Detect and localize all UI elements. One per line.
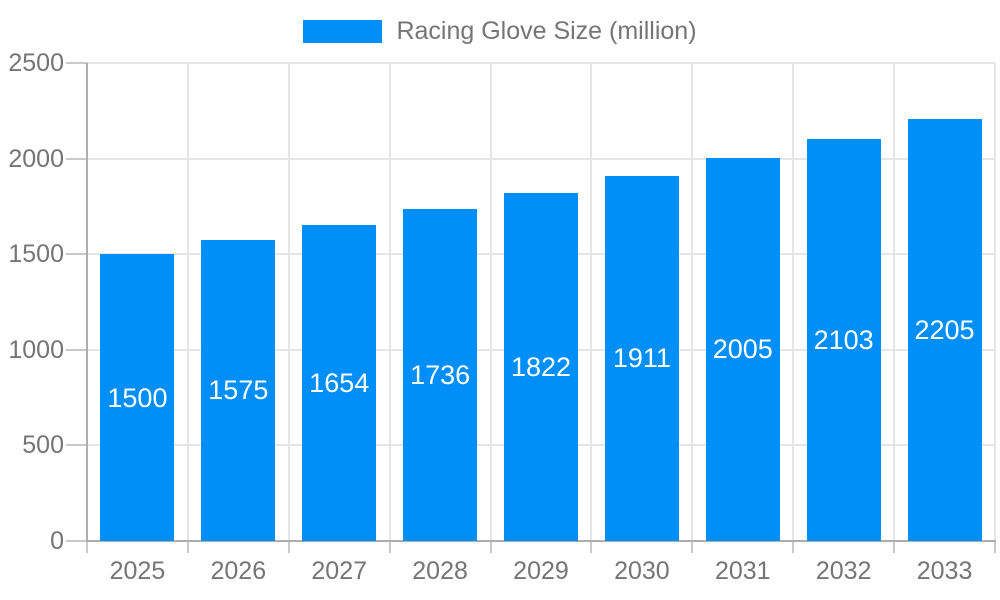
x-axis-tick-label: 2032: [815, 557, 872, 585]
x-axis-tick-label: 2031: [714, 557, 771, 585]
v-gridline: [489, 63, 492, 541]
bar-value-label: 2005: [712, 334, 773, 365]
v-gridline: [287, 63, 290, 541]
x-axis-tick-label: 2030: [614, 557, 670, 585]
bar[interactable]: [604, 175, 679, 541]
x-axis-line: [86, 540, 996, 542]
bar-value-label: 1500: [107, 382, 168, 413]
y-axis-tick: [66, 253, 87, 256]
bar[interactable]: [907, 119, 982, 541]
x-axis-tick-label: 2027: [311, 557, 368, 585]
v-gridline: [590, 63, 593, 541]
y-axis-tick: [66, 540, 87, 542]
bar[interactable]: [201, 239, 276, 541]
bar-value-label: 1736: [410, 360, 471, 391]
bar-value-label: 2205: [914, 315, 975, 346]
x-axis-tick-label: 2033: [916, 557, 973, 585]
v-gridline: [388, 63, 391, 541]
y-axis-tick-label: 1000: [8, 335, 64, 364]
v-gridline: [792, 63, 795, 541]
bar-value-label: 2103: [813, 324, 874, 355]
chart-legend[interactable]: Racing Glove Size (million): [0, 17, 1000, 45]
x-axis-tick-label: 2029: [513, 557, 569, 585]
bar[interactable]: [806, 138, 881, 541]
bar[interactable]: [302, 224, 377, 541]
x-axis-tick: [489, 541, 492, 553]
x-axis-tick: [388, 541, 391, 553]
y-axis-tick-label: 2000: [8, 144, 64, 173]
bar-value-label: 1654: [309, 367, 370, 398]
h-gridline: [87, 157, 995, 160]
x-axis-tick-label: 2025: [109, 557, 166, 585]
v-gridline: [691, 63, 694, 541]
x-axis-tick: [893, 541, 896, 553]
x-axis-tick-label: 2026: [210, 557, 267, 585]
x-axis-tick-label: 2028: [412, 557, 468, 585]
y-axis-tick-label: 1500: [8, 240, 64, 269]
bar-value-label: 1822: [510, 351, 572, 382]
x-axis-tick: [792, 541, 795, 553]
y-axis-tick: [66, 444, 87, 447]
y-axis-tick: [66, 62, 87, 64]
legend-swatch-icon: [303, 19, 383, 43]
y-axis-tick: [66, 157, 87, 160]
bar[interactable]: [705, 157, 780, 541]
x-axis-tick: [590, 541, 593, 553]
bar-value-label: 1575: [208, 375, 269, 406]
h-gridline: [87, 62, 995, 64]
bar[interactable]: [504, 192, 578, 541]
y-axis-line: [86, 63, 88, 541]
y-axis-tick-label: 0: [50, 527, 64, 555]
bar[interactable]: [100, 254, 175, 541]
x-axis-tick: [287, 541, 290, 553]
bar-value-label: 1911: [612, 343, 671, 374]
v-gridline: [893, 63, 896, 541]
v-gridline: [994, 63, 996, 541]
x-axis-tick: [186, 541, 189, 553]
y-axis-tick: [66, 348, 87, 351]
bar[interactable]: [403, 209, 478, 541]
y-axis-tick-label: 500: [22, 431, 64, 460]
x-axis-tick: [994, 541, 996, 553]
legend-label: Racing Glove Size (million): [396, 16, 697, 45]
x-axis-tick: [691, 541, 694, 553]
v-gridline: [186, 63, 189, 541]
x-axis-tick: [86, 541, 88, 553]
y-axis-tick-label: 2500: [8, 49, 64, 77]
